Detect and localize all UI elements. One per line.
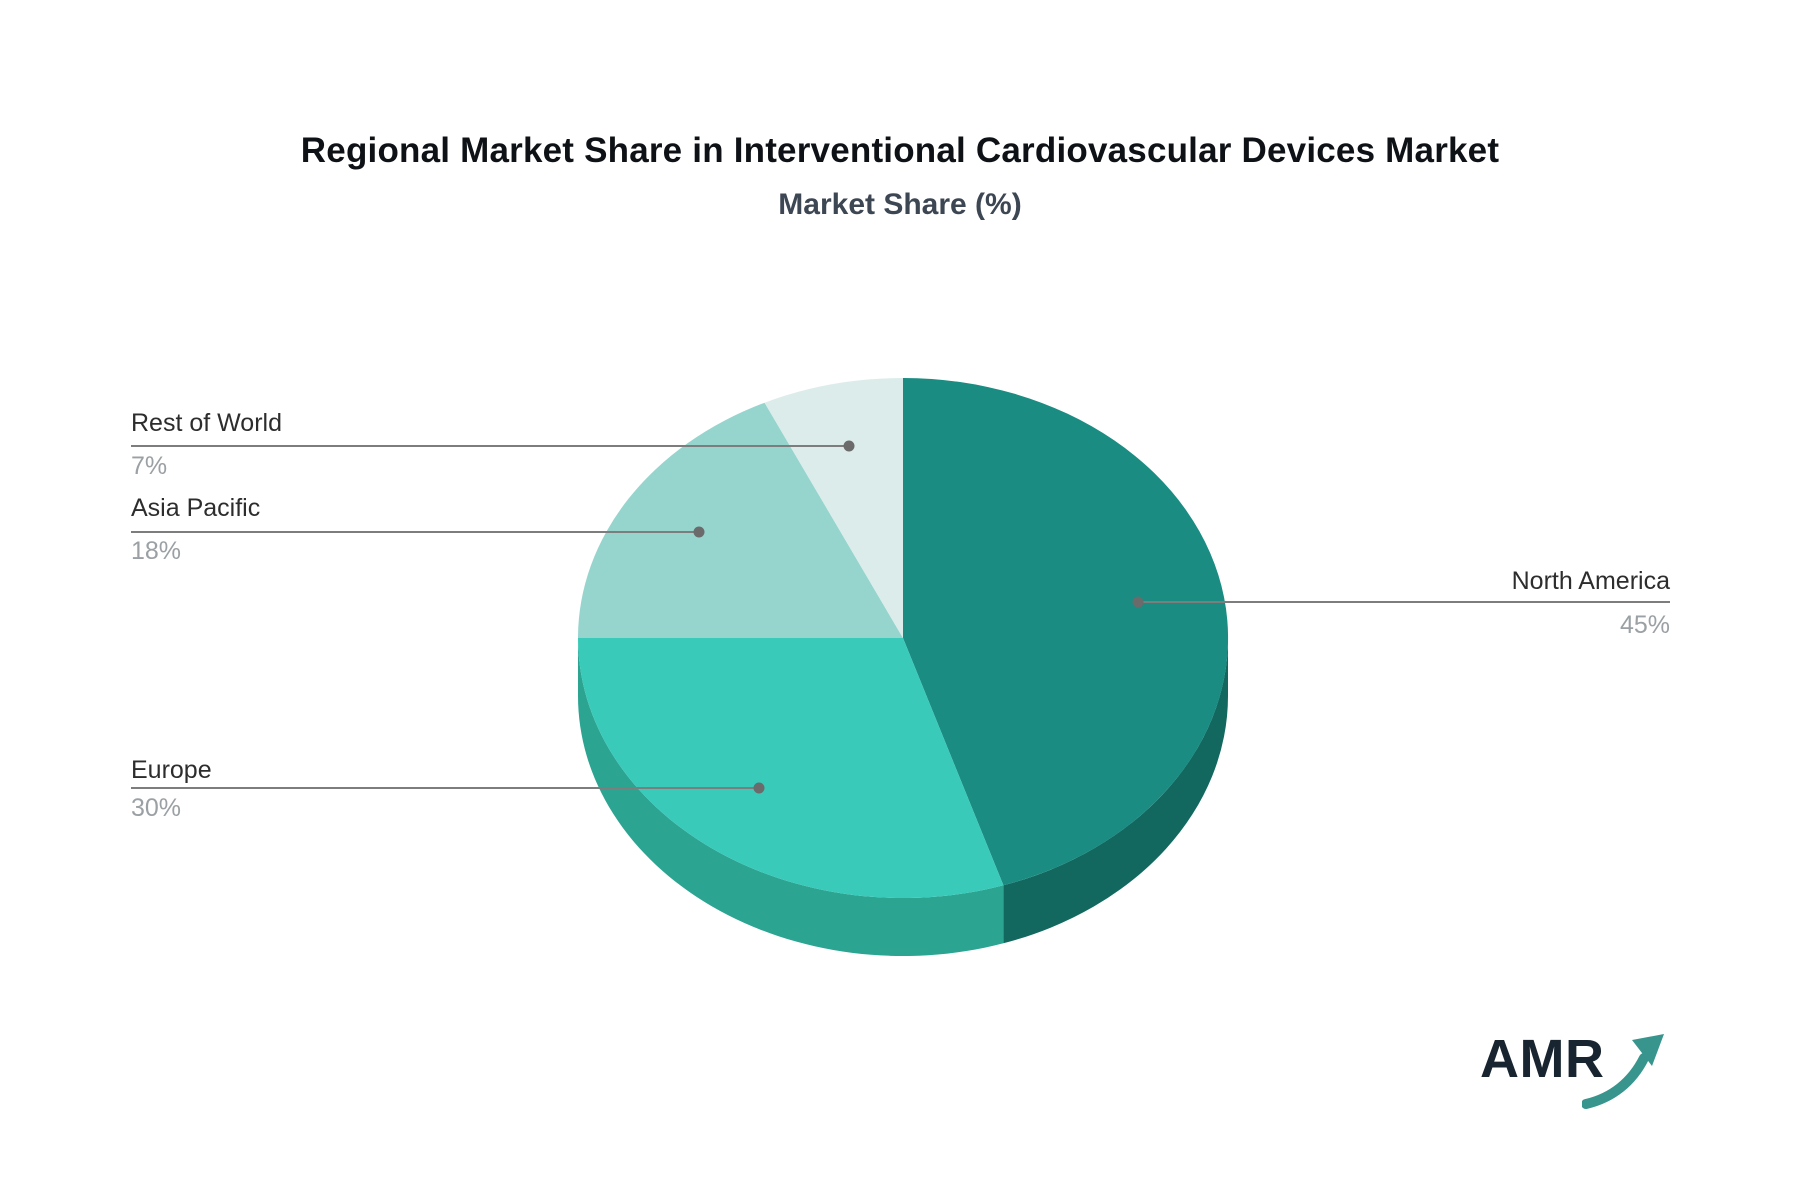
leader-dot xyxy=(1132,596,1144,608)
leader-dot xyxy=(693,526,705,538)
leader-dot xyxy=(843,440,855,452)
slice-value: 45% xyxy=(1619,611,1670,639)
leader-line xyxy=(131,787,759,789)
slice-label: North America xyxy=(1511,567,1670,595)
amr-logo: AMR xyxy=(1480,1028,1710,1138)
chart-subtitle: Market Share (%) xyxy=(778,188,1022,221)
slice-value: 7% xyxy=(131,452,168,480)
slice-value: 30% xyxy=(131,794,182,822)
slice-label: Europe xyxy=(131,756,212,784)
slice-value: 18% xyxy=(131,537,182,565)
slice-label: Asia Pacific xyxy=(131,494,261,522)
leader-line xyxy=(1138,601,1670,603)
amr-logo-text: AMR xyxy=(1480,1029,1605,1089)
pie-slice-europe[interactable] xyxy=(578,638,1004,899)
leader-line xyxy=(131,445,849,447)
leader-dot xyxy=(753,782,765,794)
chart-title: Regional Market Share in Interventional … xyxy=(300,131,1500,170)
pie-slice-north-america[interactable] xyxy=(903,377,1229,886)
pie-slice-rest-of-world[interactable] xyxy=(764,378,903,638)
pie-slice-side-north-america xyxy=(1003,638,1228,944)
pie-slice-asia-pacific[interactable] xyxy=(578,402,903,638)
growth-arrow-icon xyxy=(1582,1034,1664,1109)
slice-label: Rest of World xyxy=(131,409,282,437)
leader-line xyxy=(131,531,699,533)
pie-slice-side-europe xyxy=(578,638,1004,957)
